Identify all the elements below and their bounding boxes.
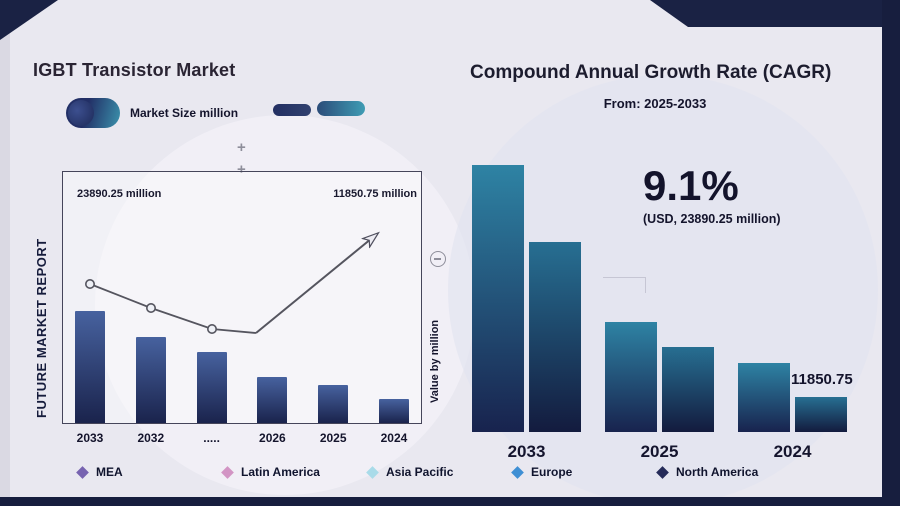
- cagr-x-label: 2024: [773, 442, 812, 461]
- cagr-bar-2025-primary: [605, 322, 657, 432]
- cagr-bar-groups: 2033 2025 2024: [472, 160, 847, 461]
- pill-icon-dark: [273, 104, 311, 116]
- legend-label: Europe: [531, 465, 573, 479]
- market-x-label: 2026: [259, 431, 286, 445]
- diamond-icon: [511, 465, 524, 479]
- diamond-icon: [221, 465, 234, 479]
- pill-icon-teal: [317, 101, 365, 116]
- left-edge-strip: [0, 0, 10, 506]
- cagr-bar-2024-secondary: [795, 397, 847, 432]
- cagr-group-2033: 2033: [472, 165, 581, 461]
- legend-item-mea: MEA: [76, 465, 223, 479]
- cagr-group-2024: 2024: [738, 363, 847, 461]
- market-size-bars: 2033 2032..... 2026 2025 2024: [75, 198, 409, 445]
- legend-label: MEA: [96, 465, 123, 479]
- trend-arrow: [84, 172, 421, 335]
- plus-decoration: +: [237, 161, 246, 178]
- bottom-edge-strip: [0, 497, 900, 506]
- market-bar-: .....: [196, 352, 227, 445]
- cagr-title: Compound Annual Growth Rate (CAGR): [470, 62, 832, 83]
- market-x-label: 2032: [137, 431, 165, 445]
- market-bar-2032: 2032: [135, 337, 166, 445]
- chart-2024-value-label: 11850.75 million: [333, 188, 417, 200]
- cagr-bar-2024-primary: [738, 363, 790, 432]
- cagr-bar-2025-secondary: [662, 347, 714, 432]
- market-x-label: 2025: [319, 431, 347, 445]
- page-title: IGBT Transistor Market: [33, 60, 236, 80]
- top-right-accent-band: [650, 0, 882, 27]
- watermark-future-market-report: FUTURE MARKET REPORT: [34, 238, 49, 418]
- legend-item-asia-pacific: Asia Pacific: [366, 465, 513, 479]
- top-left-corner-accent: [0, 0, 58, 40]
- cagr-group-2025: 2025: [605, 322, 714, 461]
- bracket-decoration: [603, 277, 646, 293]
- market-bar-2026: 2026: [257, 377, 288, 445]
- legend-label: Asia Pacific: [386, 465, 454, 479]
- market-x-label: 2024: [380, 431, 408, 445]
- plus-decoration: +: [237, 139, 246, 156]
- cagr-note: (USD, 23890.25 million): [643, 212, 781, 226]
- value-axis-label: Value by million: [429, 319, 441, 403]
- diamond-icon: [76, 465, 89, 479]
- cagr-x-label: 2033: [507, 442, 546, 461]
- diamond-icon: [656, 465, 669, 479]
- market-x-label: .....: [203, 431, 220, 445]
- background-blob-left: [95, 115, 475, 495]
- legend-item-latin-america: Latin America: [221, 465, 368, 479]
- market-bar-2024: 2024: [378, 399, 409, 445]
- right-edge-strip: [882, 0, 900, 506]
- legend-item-north-america: North America: [656, 465, 803, 479]
- legend-label: Latin America: [241, 465, 320, 479]
- cagr-2024-value-label: 11850.75: [791, 371, 853, 388]
- region-legend: MEA Latin America Asia Pacific Europe North …: [76, 465, 803, 479]
- chart-2033-value-label: 23890.25 million: [77, 188, 162, 200]
- market-bar-2025: 2025: [318, 385, 349, 445]
- cagr-x-label: 2025: [640, 442, 679, 461]
- diamond-icon: [366, 465, 379, 479]
- market-x-label: 2033: [76, 431, 104, 445]
- circle-minus-icon: [430, 251, 446, 267]
- cagr-bar-2033-primary: [472, 165, 524, 432]
- market-bar-2033: 2033: [75, 311, 105, 445]
- cagr-bar-2033-secondary: [529, 242, 581, 432]
- cagr-subtitle: From: 2025-2033: [603, 96, 707, 111]
- market-size-label: Market Size million: [130, 106, 239, 120]
- legend-item-europe: Europe: [511, 465, 658, 479]
- market-size-chart-panel: 23890.25 million 11850.75 million 2033 20…: [62, 171, 422, 445]
- market-size-pill-icon: [66, 98, 120, 128]
- legend-label: North America: [676, 465, 759, 479]
- cagr-value: 9.1%: [643, 162, 739, 209]
